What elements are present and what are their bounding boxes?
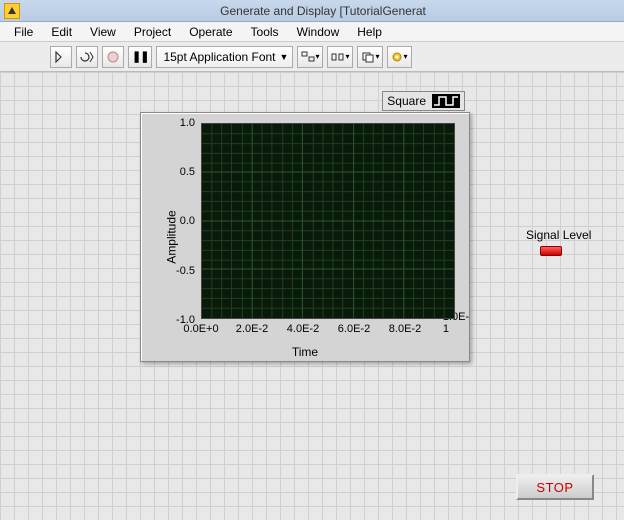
legend-label: Square — [387, 94, 426, 108]
xtick: 6.0E-2 — [338, 323, 370, 335]
menu-window[interactable]: Window — [289, 23, 348, 41]
xtick: 0.0E+0 — [183, 323, 218, 335]
ytick: 1.0 — [141, 117, 199, 129]
xtick: 2.0E-2 — [236, 323, 268, 335]
front-panel-workspace: Square Amplitude Time 1.0 0.5 0.0 -0.5 -… — [0, 72, 624, 520]
menu-help[interactable]: Help — [349, 23, 390, 41]
font-selector-label: 15pt Application Font — [163, 50, 275, 64]
ytick: 0.5 — [141, 166, 199, 178]
xtick: 4.0E-2 — [287, 323, 319, 335]
x-axis-label: Time — [141, 345, 469, 359]
app-icon — [4, 3, 20, 19]
stop-button-label: STOP — [536, 480, 573, 495]
distribute-button[interactable]: ▾ — [327, 46, 353, 68]
menu-tools[interactable]: Tools — [243, 23, 287, 41]
abort-button[interactable] — [102, 46, 124, 68]
font-selector[interactable]: 15pt Application Font ▼ — [156, 46, 293, 68]
toolbar: ❚❚ 15pt Application Font ▼ ▾ ▾ ▾ ▾ — [0, 42, 624, 72]
signal-level-indicator — [540, 246, 562, 256]
menu-view[interactable]: View — [82, 23, 124, 41]
chevron-down-icon: ▼ — [280, 52, 289, 62]
menu-bar: File Edit View Project Operate Tools Win… — [0, 22, 624, 42]
run-continuous-button[interactable] — [76, 46, 98, 68]
waveform-chart[interactable]: Square Amplitude Time 1.0 0.5 0.0 -0.5 -… — [140, 112, 470, 362]
legend-trace-icon — [432, 94, 460, 108]
menu-edit[interactable]: Edit — [43, 23, 80, 41]
chart-legend[interactable]: Square — [382, 91, 465, 111]
window-title: Generate and Display [TutorialGenerat — [26, 4, 620, 18]
settings-gear-button[interactable]: ▾ — [387, 46, 411, 68]
xtick: 8.0E-2 — [389, 323, 421, 335]
ytick: 0.0 — [141, 215, 199, 227]
title-bar: Generate and Display [TutorialGenerat — [0, 0, 624, 22]
menu-file[interactable]: File — [6, 23, 41, 41]
menu-project[interactable]: Project — [126, 23, 179, 41]
signal-level-label: Signal Level — [526, 228, 591, 242]
pause-button[interactable]: ❚❚ — [128, 46, 152, 68]
ytick: -0.5 — [141, 265, 199, 277]
stop-button[interactable]: STOP — [516, 474, 594, 500]
chart-plot-area — [201, 123, 455, 319]
align-button[interactable]: ▾ — [297, 46, 323, 68]
run-button[interactable] — [50, 46, 72, 68]
menu-operate[interactable]: Operate — [181, 23, 240, 41]
reorder-button[interactable]: ▾ — [357, 46, 383, 68]
